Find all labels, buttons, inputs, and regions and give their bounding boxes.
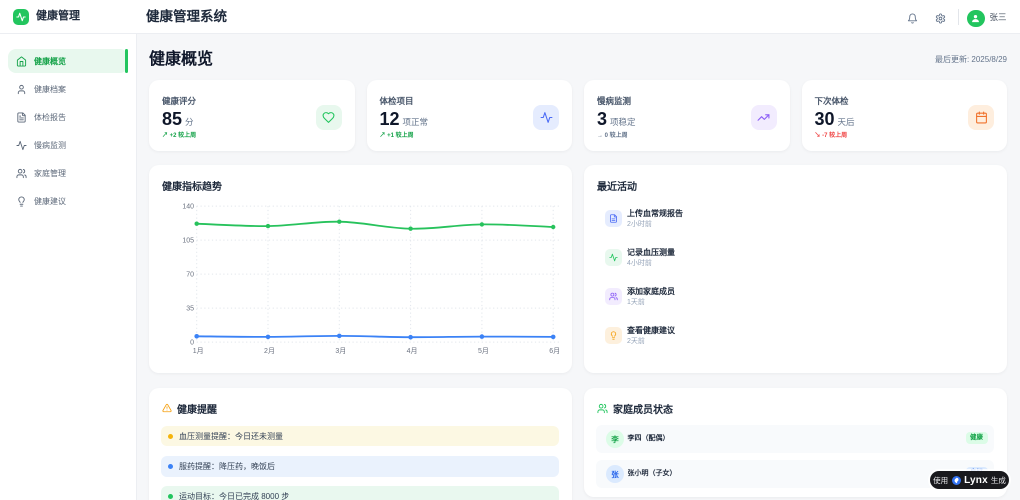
svg-text:2月: 2月 bbox=[264, 347, 275, 355]
svg-text:6月: 6月 bbox=[549, 347, 560, 355]
svg-text:3月: 3月 bbox=[335, 347, 346, 355]
svg-text:1月: 1月 bbox=[193, 347, 204, 355]
svg-text:140: 140 bbox=[182, 204, 194, 211]
svg-text:105: 105 bbox=[182, 238, 194, 245]
svg-text:4月: 4月 bbox=[407, 347, 418, 355]
svg-text:35: 35 bbox=[186, 306, 194, 313]
svg-text:0: 0 bbox=[190, 340, 194, 347]
svg-text:5月: 5月 bbox=[478, 347, 489, 355]
svg-text:70: 70 bbox=[186, 272, 194, 279]
